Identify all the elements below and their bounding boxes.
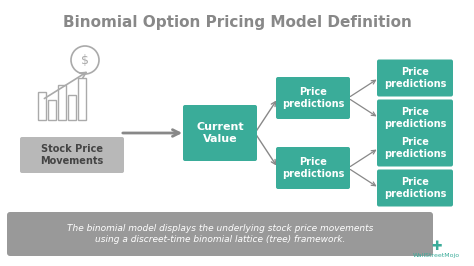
Text: $: $ [81,53,89,66]
Text: Price
predictions: Price predictions [384,137,446,159]
FancyBboxPatch shape [20,137,124,173]
Text: Current
Value: Current Value [196,122,244,144]
Text: ✚: ✚ [432,240,442,253]
Bar [58,85,66,120]
Text: The binomial model displays the underlying stock price movements
using a discree: The binomial model displays the underlyi… [67,224,373,244]
Text: Price
predictions: Price predictions [384,107,446,129]
Bar [68,95,76,120]
FancyBboxPatch shape [276,77,350,119]
FancyBboxPatch shape [7,212,433,256]
Text: Price
predictions: Price predictions [384,177,446,199]
Text: Price
predictions: Price predictions [282,157,344,179]
Text: Price
predictions: Price predictions [384,67,446,89]
FancyBboxPatch shape [377,99,453,136]
Text: Price
predictions: Price predictions [282,87,344,109]
Bar [38,92,46,120]
FancyBboxPatch shape [183,105,257,161]
FancyBboxPatch shape [377,60,453,97]
Bar [48,100,56,120]
Text: WallStreetMojo: WallStreetMojo [413,253,460,258]
Text: Stock Price
Movements: Stock Price Movements [40,144,104,166]
FancyBboxPatch shape [377,169,453,206]
Text: Binomial Option Pricing Model Definition: Binomial Option Pricing Model Definition [63,15,411,30]
Bar [78,78,86,120]
FancyBboxPatch shape [377,130,453,167]
FancyBboxPatch shape [276,147,350,189]
